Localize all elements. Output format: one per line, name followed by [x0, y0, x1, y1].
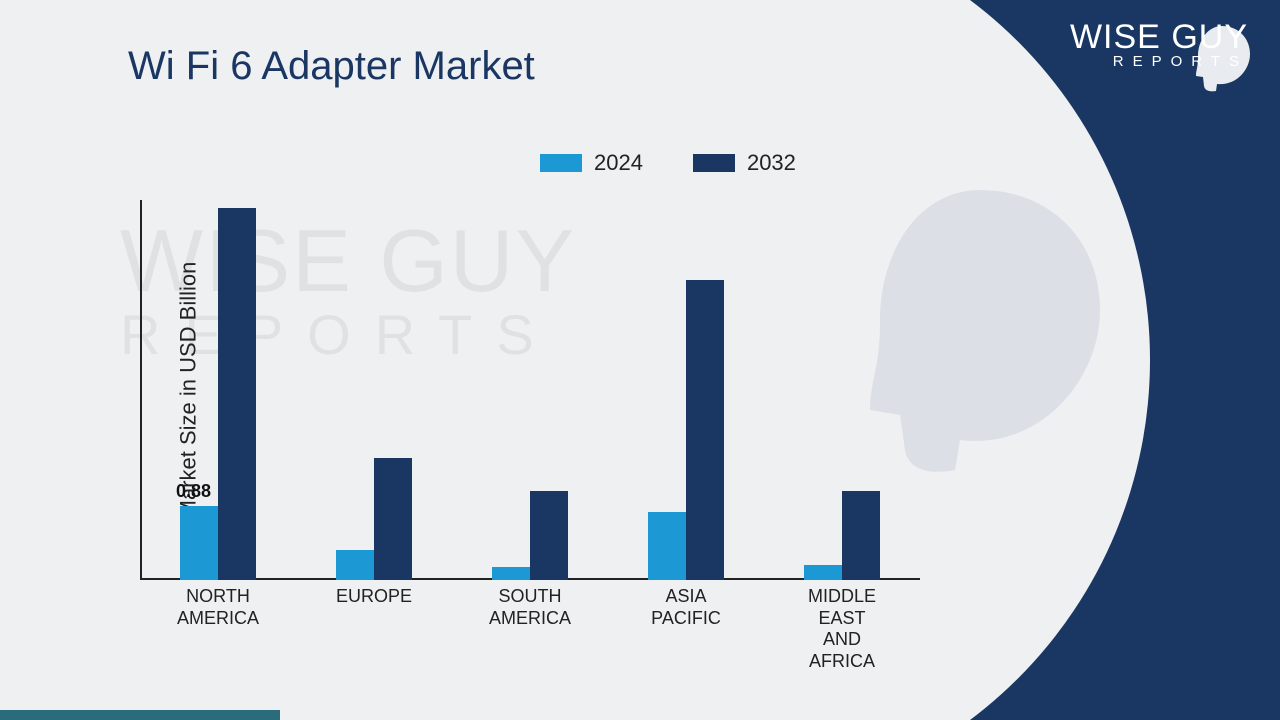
bar-chart: Market Size in USD Billion 0.88NORTH AME… — [100, 200, 920, 580]
legend-item-2032: 2032 — [693, 150, 796, 176]
bar-groups-container: 0.88NORTH AMERICAEUROPESOUTH AMERICAASIA… — [140, 200, 920, 580]
x-axis-category-label: EUROPE — [336, 586, 412, 608]
bar-2032 — [842, 491, 880, 580]
x-axis-category-label: NORTH AMERICA — [177, 586, 259, 629]
brand-word-1: WISE — [1070, 18, 1161, 56]
bar-2032 — [530, 491, 568, 580]
bar-2032 — [686, 280, 724, 580]
brand-logo: WISE GUY REPORTS — [1070, 18, 1248, 70]
legend-label-2024: 2024 — [594, 150, 643, 176]
bar-group: SOUTH AMERICA — [452, 200, 608, 580]
legend-label-2032: 2032 — [747, 150, 796, 176]
bar-2032 — [218, 208, 256, 580]
bar-value-label: 0.88 — [176, 481, 211, 502]
bar-group: ASIA PACIFIC — [608, 200, 764, 580]
bar-2024 — [648, 512, 686, 580]
bar-2024 — [336, 550, 374, 580]
legend-swatch-2032 — [693, 154, 735, 172]
bar-2032 — [374, 458, 412, 580]
bar-2024 — [180, 506, 218, 580]
chart-title: Wi Fi 6 Adapter Market — [128, 44, 535, 89]
legend-item-2024: 2024 — [540, 150, 643, 176]
brand-head-icon — [1194, 24, 1254, 94]
bar-group: 0.88NORTH AMERICA — [140, 200, 296, 580]
legend-swatch-2024 — [540, 154, 582, 172]
chart-legend: 2024 2032 — [540, 150, 796, 176]
x-axis-category-label: MIDDLE EAST AND AFRICA — [808, 586, 876, 672]
x-axis-category-label: SOUTH AMERICA — [489, 586, 571, 629]
bar-2024 — [492, 567, 530, 580]
x-axis-category-label: ASIA PACIFIC — [651, 586, 721, 629]
bar-2024 — [804, 565, 842, 580]
bar-group: MIDDLE EAST AND AFRICA — [764, 200, 920, 580]
bottom-accent-strip — [0, 710, 280, 720]
bar-group: EUROPE — [296, 200, 452, 580]
